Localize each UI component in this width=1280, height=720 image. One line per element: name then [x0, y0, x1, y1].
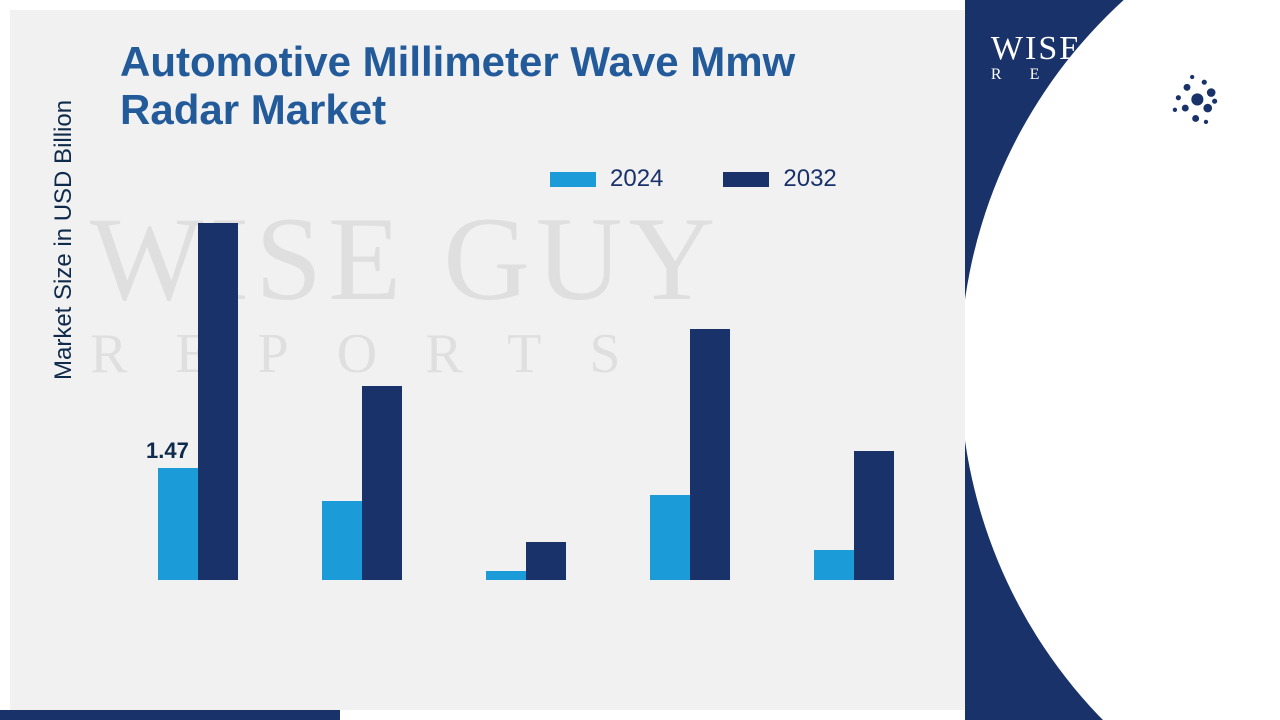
stage: WISE GUY REPORTS Automotive Millimeter W…	[0, 0, 1280, 720]
bar-2032	[690, 329, 730, 580]
legend-swatch-2024	[550, 172, 596, 187]
bar-chart: Market Size in USD Billion 2024 2032 NOR…	[80, 160, 960, 600]
legend: 2024 2032	[550, 165, 837, 193]
bar-2032	[526, 542, 566, 580]
bar-2024	[814, 550, 854, 580]
bar-2024	[650, 495, 690, 580]
bar-2024	[486, 571, 526, 580]
bar-2024	[158, 468, 198, 580]
plot-area: NORTH AMERICAEUROPESOUTH AMERICAASIA PAC…	[140, 200, 960, 580]
bar-2032	[362, 386, 402, 580]
legend-swatch-2032	[723, 172, 769, 187]
bar-2032	[198, 223, 238, 580]
bottom-accent-bar	[0, 710, 340, 720]
brand-logo: WISE GUY R E P O R T S	[991, 30, 1240, 84]
data-label: 1.47	[146, 438, 189, 464]
legend-item-2032: 2032	[723, 165, 836, 193]
y-axis-label: Market Size in USD Billion	[50, 100, 78, 380]
bar-2032	[854, 451, 894, 580]
legend-item-2024: 2024	[550, 165, 663, 193]
chart-title: Automotive Millimeter Wave Mmw Radar Mar…	[120, 38, 880, 135]
head-icon	[1142, 58, 1232, 153]
bar-2024	[322, 501, 362, 580]
